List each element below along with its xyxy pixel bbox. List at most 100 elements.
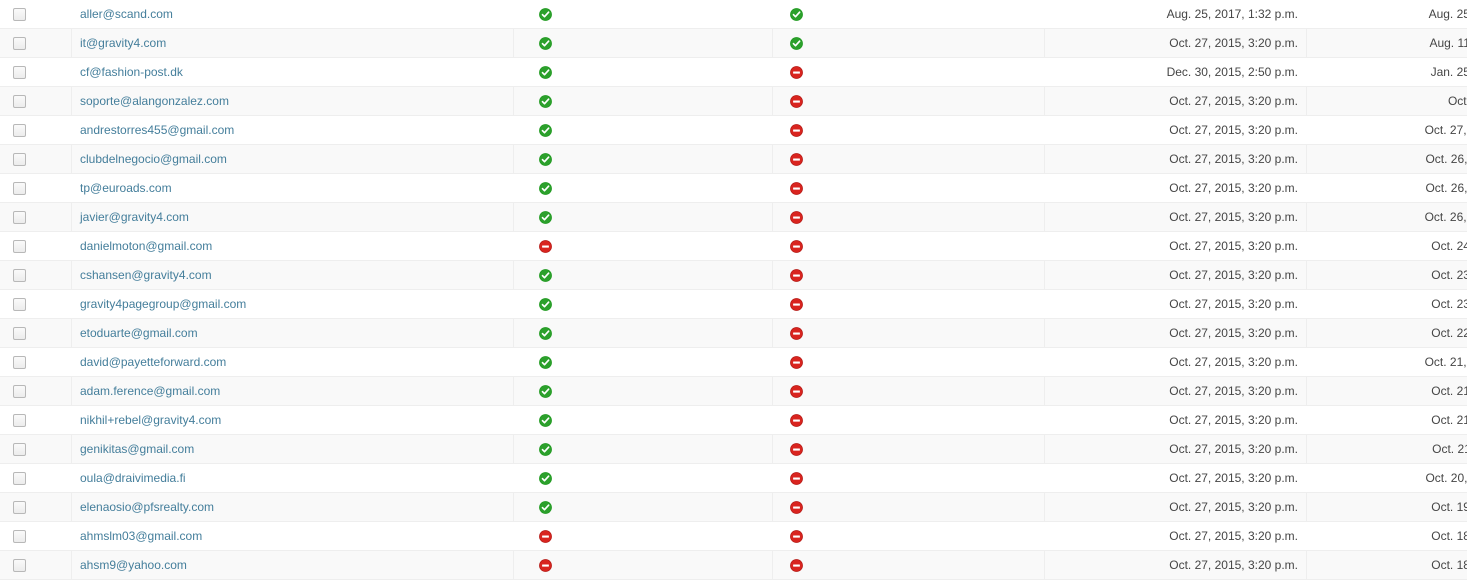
row-select-cell[interactable] [0, 522, 72, 551]
row-select-cell[interactable] [0, 435, 72, 464]
deny-circle-icon [790, 240, 803, 253]
row-select-cell[interactable] [0, 377, 72, 406]
email-link[interactable]: cshansen@gravity4.com [80, 268, 212, 282]
status-badge [790, 348, 803, 376]
status-cell-primary [514, 261, 773, 290]
email-link[interactable]: andrestorres455@gmail.com [80, 123, 234, 137]
status-cell-primary [514, 203, 773, 232]
email-link[interactable]: soporte@alangonzalez.com [80, 94, 229, 108]
check-circle-icon [539, 211, 552, 224]
email-link[interactable]: it@gravity4.com [80, 36, 166, 50]
row-select-checkbox[interactable] [13, 530, 26, 543]
table-row[interactable]: cshansen@gravity4.com Oct. 27, 2015, 3:20… [0, 261, 1467, 290]
check-circle-icon [539, 66, 552, 79]
date-cell-primary: Oct. 27, 2015, 3:20 p.m. [1045, 261, 1307, 290]
email-link[interactable]: javier@gravity4.com [80, 210, 189, 224]
email-link[interactable]: adam.ference@gmail.com [80, 384, 220, 398]
row-select-checkbox[interactable] [13, 356, 26, 369]
email-cell: ahmslm03@gmail.com [72, 522, 514, 551]
email-link[interactable]: oula@draivimedia.fi [80, 471, 186, 485]
row-select-checkbox[interactable] [13, 8, 26, 21]
email-link[interactable]: clubdelnegocio@gmail.com [80, 152, 227, 166]
email-link[interactable]: ahsm9@yahoo.com [80, 558, 187, 572]
row-select-cell[interactable] [0, 464, 72, 493]
email-link[interactable]: elenaosio@pfsrealty.com [80, 500, 214, 514]
row-select-cell[interactable] [0, 493, 72, 522]
row-select-cell[interactable] [0, 145, 72, 174]
email-link[interactable]: tp@euroads.com [80, 181, 172, 195]
row-select-checkbox[interactable] [13, 472, 26, 485]
row-select-cell[interactable] [0, 116, 72, 145]
check-circle-icon [539, 269, 552, 282]
date-cell-primary: Oct. 27, 2015, 3:20 p.m. [1045, 29, 1307, 58]
row-select-checkbox[interactable] [13, 443, 26, 456]
row-select-checkbox[interactable] [13, 269, 26, 282]
row-select-checkbox[interactable] [13, 559, 26, 572]
row-select-cell[interactable] [0, 290, 72, 319]
email-link[interactable]: ahmslm03@gmail.com [80, 529, 202, 543]
row-select-checkbox[interactable] [13, 240, 26, 253]
status-badge [539, 58, 552, 86]
email-link[interactable]: genikitas@gmail.com [80, 442, 194, 456]
row-select-cell[interactable] [0, 232, 72, 261]
email-link[interactable]: nikhil+rebel@gravity4.com [80, 413, 221, 427]
status-cell-secondary [773, 493, 1045, 522]
email-link[interactable]: danielmoton@gmail.com [80, 239, 212, 253]
row-select-checkbox[interactable] [13, 385, 26, 398]
row-select-checkbox[interactable] [13, 66, 26, 79]
email-link[interactable]: aller@scand.com [80, 7, 173, 21]
row-select-checkbox[interactable] [13, 501, 26, 514]
row-select-cell[interactable] [0, 203, 72, 232]
row-select-cell[interactable] [0, 406, 72, 435]
row-select-cell[interactable] [0, 174, 72, 203]
row-select-cell[interactable] [0, 551, 72, 580]
email-cell: soporte@alangonzalez.com [72, 87, 514, 116]
row-select-checkbox[interactable] [13, 37, 26, 50]
email-link[interactable]: cf@fashion-post.dk [80, 65, 183, 79]
email-link[interactable]: david@payetteforward.com [80, 355, 226, 369]
row-select-cell[interactable] [0, 58, 72, 87]
date-cell-secondary: Oct. 21, 2015, 5:27 p.m. [1307, 406, 1467, 435]
row-select-checkbox[interactable] [13, 153, 26, 166]
email-link[interactable]: gravity4pagegroup@gmail.com [80, 297, 246, 311]
row-select-checkbox[interactable] [13, 298, 26, 311]
row-select-cell[interactable] [0, 29, 72, 58]
status-badge [790, 0, 803, 28]
row-select-checkbox[interactable] [13, 182, 26, 195]
row-select-cell[interactable] [0, 348, 72, 377]
row-select-cell[interactable] [0, 87, 72, 116]
email-cell: cshansen@gravity4.com [72, 261, 514, 290]
email-link[interactable]: etoduarte@gmail.com [80, 326, 198, 340]
row-select-checkbox[interactable] [13, 414, 26, 427]
row-select-cell[interactable] [0, 261, 72, 290]
status-badge [539, 0, 552, 28]
row-select-checkbox[interactable] [13, 327, 26, 340]
row-select-checkbox[interactable] [13, 95, 26, 108]
check-circle-icon [790, 8, 803, 21]
row-select-checkbox[interactable] [13, 211, 26, 224]
row-select-cell[interactable] [0, 0, 72, 29]
row-select-checkbox[interactable] [13, 124, 26, 137]
status-cell-primary [514, 406, 773, 435]
status-cell-primary [514, 319, 773, 348]
row-select-cell[interactable] [0, 319, 72, 348]
